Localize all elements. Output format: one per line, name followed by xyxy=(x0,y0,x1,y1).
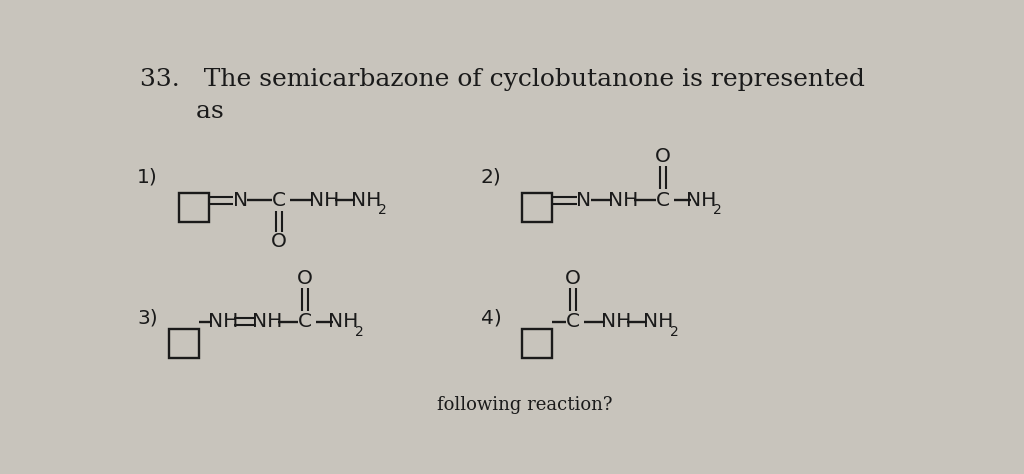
Text: 2: 2 xyxy=(670,325,679,339)
Text: NH: NH xyxy=(309,191,339,210)
Text: O: O xyxy=(297,269,312,288)
Text: as: as xyxy=(139,100,223,123)
Text: O: O xyxy=(271,232,287,251)
Text: NH: NH xyxy=(208,312,239,331)
Text: NH: NH xyxy=(351,191,381,210)
Text: following reaction?: following reaction? xyxy=(437,396,612,414)
Text: NH: NH xyxy=(608,191,638,210)
Bar xyxy=(522,328,552,358)
Text: NH: NH xyxy=(601,312,632,331)
Text: NH: NH xyxy=(643,312,674,331)
Text: 2): 2) xyxy=(480,167,502,186)
Text: NH: NH xyxy=(252,312,282,331)
Text: 4): 4) xyxy=(480,309,502,328)
Bar xyxy=(169,328,199,358)
Text: O: O xyxy=(654,147,671,166)
Text: 2: 2 xyxy=(713,203,722,217)
Text: 33.   The semicarbazone of cyclobutanone is represented: 33. The semicarbazone of cyclobutanone i… xyxy=(139,68,864,91)
Text: 1): 1) xyxy=(137,167,158,186)
Text: C: C xyxy=(655,191,670,210)
Bar xyxy=(522,193,552,222)
Text: O: O xyxy=(565,269,581,288)
Text: N: N xyxy=(232,191,248,210)
Text: 2: 2 xyxy=(355,325,364,339)
Text: 3): 3) xyxy=(137,309,158,328)
Text: NH: NH xyxy=(686,191,717,210)
Text: 2: 2 xyxy=(378,203,386,217)
Text: C: C xyxy=(298,312,311,331)
Text: NH: NH xyxy=(329,312,358,331)
Text: C: C xyxy=(272,191,286,210)
Bar xyxy=(179,193,209,222)
Text: C: C xyxy=(566,312,580,331)
Text: N: N xyxy=(577,191,591,210)
